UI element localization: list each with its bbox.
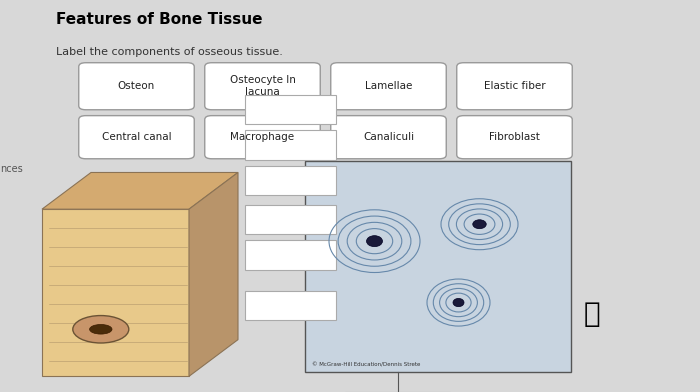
Ellipse shape [453, 298, 464, 307]
FancyBboxPatch shape [245, 131, 336, 160]
FancyBboxPatch shape [456, 63, 572, 110]
FancyBboxPatch shape [245, 166, 336, 195]
FancyBboxPatch shape [204, 116, 321, 159]
Text: Osteocyte In
lacuna: Osteocyte In lacuna [230, 75, 295, 97]
Ellipse shape [367, 236, 382, 247]
Text: Label the components of osseous tissue.: Label the components of osseous tissue. [56, 47, 283, 57]
FancyBboxPatch shape [79, 116, 194, 159]
FancyBboxPatch shape [245, 205, 336, 234]
Text: Features of Bone Tissue: Features of Bone Tissue [56, 12, 262, 27]
Text: © McGraw-Hill Education/Dennis Strete: © McGraw-Hill Education/Dennis Strete [312, 362, 420, 368]
Text: Osteon: Osteon [118, 81, 155, 91]
FancyBboxPatch shape [330, 63, 447, 110]
Text: Elastic fiber: Elastic fiber [484, 81, 545, 91]
Text: Canaliculi: Canaliculi [363, 132, 414, 142]
Text: Lamellae: Lamellae [365, 81, 412, 91]
FancyBboxPatch shape [330, 116, 447, 159]
Polygon shape [189, 172, 238, 376]
FancyBboxPatch shape [245, 240, 336, 270]
Polygon shape [42, 172, 238, 209]
Text: Central canal: Central canal [102, 132, 172, 142]
Text: 🦴: 🦴 [583, 299, 600, 328]
Polygon shape [42, 209, 189, 376]
FancyBboxPatch shape [456, 116, 572, 159]
Ellipse shape [473, 220, 486, 229]
Text: Macrophage: Macrophage [230, 132, 295, 142]
Ellipse shape [90, 325, 112, 334]
Text: nces: nces [0, 163, 22, 174]
FancyBboxPatch shape [245, 291, 336, 321]
FancyBboxPatch shape [304, 161, 570, 372]
Text: Fibroblast: Fibroblast [489, 132, 540, 142]
Ellipse shape [73, 316, 129, 343]
FancyBboxPatch shape [79, 63, 194, 110]
FancyBboxPatch shape [204, 63, 321, 110]
FancyBboxPatch shape [245, 95, 336, 125]
